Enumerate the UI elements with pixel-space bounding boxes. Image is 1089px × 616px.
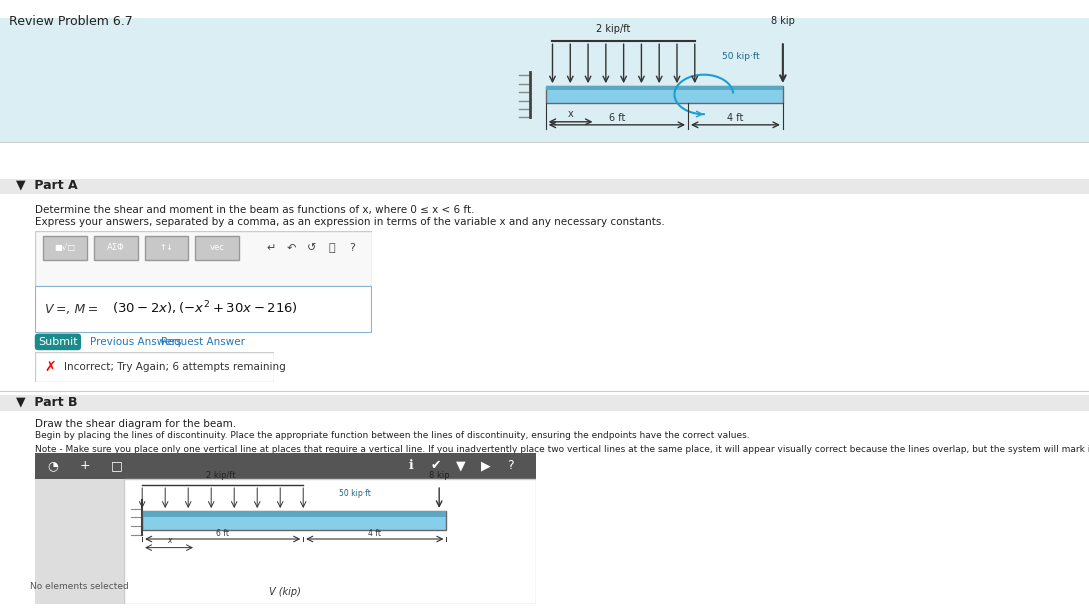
Text: Begin by placing the lines of discontinuity. Place the appropriate function betw: Begin by placing the lines of discontinu… bbox=[35, 431, 749, 440]
FancyBboxPatch shape bbox=[0, 179, 1089, 194]
FancyBboxPatch shape bbox=[546, 86, 783, 103]
Text: ▼: ▼ bbox=[456, 459, 465, 472]
FancyBboxPatch shape bbox=[0, 395, 1089, 411]
Text: x: x bbox=[167, 536, 171, 545]
FancyBboxPatch shape bbox=[35, 286, 372, 333]
FancyBboxPatch shape bbox=[546, 86, 783, 90]
Text: 8 kip: 8 kip bbox=[429, 471, 450, 480]
Text: 2 kip/ft: 2 kip/ft bbox=[206, 471, 235, 480]
FancyBboxPatch shape bbox=[35, 352, 274, 382]
Text: Draw the shear diagram for the beam.: Draw the shear diagram for the beam. bbox=[35, 419, 236, 429]
Text: ΑΣΦ: ΑΣΦ bbox=[107, 243, 124, 252]
Text: 50 kip·ft: 50 kip·ft bbox=[339, 489, 371, 498]
Text: ↺: ↺ bbox=[307, 243, 317, 253]
FancyBboxPatch shape bbox=[195, 235, 240, 260]
Text: ?: ? bbox=[350, 243, 355, 253]
Text: 4 ft: 4 ft bbox=[368, 529, 381, 538]
FancyBboxPatch shape bbox=[0, 18, 1089, 142]
Text: Express your answers, separated by a comma, as an expression in terms of the var: Express your answers, separated by a com… bbox=[35, 217, 664, 227]
Text: Submit: Submit bbox=[38, 337, 77, 347]
Text: 50 kip·ft: 50 kip·ft bbox=[722, 52, 759, 61]
Text: x: x bbox=[567, 109, 574, 119]
Text: ◔: ◔ bbox=[47, 459, 58, 472]
Text: No elements selected: No elements selected bbox=[30, 582, 129, 591]
Text: V =, M =: V =, M = bbox=[45, 303, 98, 316]
Text: Review Problem 6.7: Review Problem 6.7 bbox=[9, 15, 133, 28]
Text: Request Answer: Request Answer bbox=[161, 337, 245, 347]
Text: vec: vec bbox=[210, 243, 224, 252]
FancyBboxPatch shape bbox=[35, 479, 124, 604]
FancyBboxPatch shape bbox=[94, 235, 138, 260]
Text: Determine the shear and moment in the beam as functions of x, where 0 ≤ x < 6 ft: Determine the shear and moment in the be… bbox=[35, 205, 475, 214]
Text: ↶: ↶ bbox=[286, 243, 296, 253]
FancyBboxPatch shape bbox=[124, 479, 536, 604]
FancyBboxPatch shape bbox=[44, 235, 87, 260]
FancyBboxPatch shape bbox=[35, 453, 536, 479]
Text: ▼  Part B: ▼ Part B bbox=[16, 395, 77, 408]
Text: □: □ bbox=[111, 459, 123, 472]
Text: 6 ft: 6 ft bbox=[609, 113, 625, 123]
FancyBboxPatch shape bbox=[35, 231, 372, 286]
Text: ↑↓: ↑↓ bbox=[159, 243, 173, 252]
Text: V (kip): V (kip) bbox=[269, 587, 302, 598]
Text: ?: ? bbox=[507, 459, 514, 472]
Text: Previous Answers: Previous Answers bbox=[90, 337, 182, 347]
Text: 8 kip: 8 kip bbox=[771, 16, 795, 26]
Text: ↵: ↵ bbox=[267, 243, 276, 253]
Text: $(30-2x),(-x^2+30x-216)$: $(30-2x),(-x^2+30x-216)$ bbox=[112, 299, 298, 317]
Text: ▼  Part A: ▼ Part A bbox=[16, 178, 78, 192]
Text: ℹ: ℹ bbox=[408, 459, 413, 472]
Text: ⎘: ⎘ bbox=[329, 243, 335, 253]
Text: +: + bbox=[79, 459, 90, 472]
FancyBboxPatch shape bbox=[145, 235, 188, 260]
Text: 6 ft: 6 ft bbox=[217, 529, 229, 538]
FancyBboxPatch shape bbox=[143, 511, 446, 517]
Text: 2 kip/ft: 2 kip/ft bbox=[597, 23, 631, 34]
Text: ■√□: ■√□ bbox=[54, 243, 76, 252]
Text: ✔: ✔ bbox=[430, 459, 441, 472]
Text: Incorrect; Try Again; 6 attempts remaining: Incorrect; Try Again; 6 attempts remaini… bbox=[63, 362, 285, 372]
Text: Note - Make sure you place only one vertical line at places that require a verti: Note - Make sure you place only one vert… bbox=[35, 445, 1089, 454]
FancyBboxPatch shape bbox=[143, 511, 446, 530]
Text: ✗: ✗ bbox=[45, 360, 56, 374]
Text: 4 ft: 4 ft bbox=[727, 113, 744, 123]
Text: ▶: ▶ bbox=[481, 459, 490, 472]
